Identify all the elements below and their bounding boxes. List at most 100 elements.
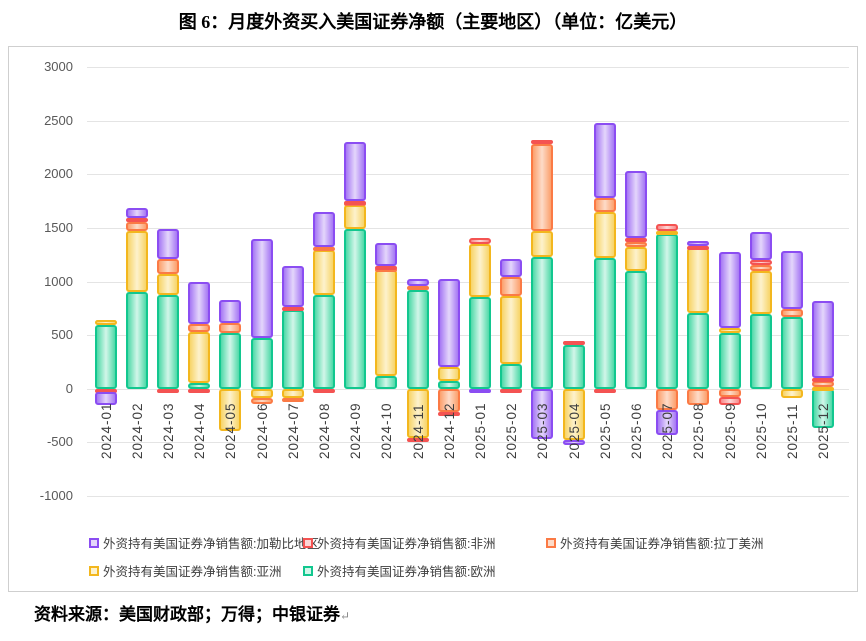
gridline xyxy=(87,496,849,497)
bar-segment xyxy=(188,281,211,324)
bar-segment xyxy=(375,243,398,267)
y-axis-tick-label: 0 xyxy=(65,380,73,396)
bar-segment xyxy=(500,388,523,393)
bar-segment xyxy=(94,325,117,389)
y-axis-tick-label: -500 xyxy=(46,434,73,450)
bar-segment xyxy=(94,388,117,393)
y-axis-tick-label: 1500 xyxy=(44,219,73,235)
bar-segment xyxy=(812,378,835,383)
bar-segment xyxy=(656,388,679,411)
bar-segment xyxy=(281,265,304,308)
bar-segment xyxy=(656,410,679,435)
bar-segment xyxy=(188,383,211,389)
bar-segment xyxy=(531,144,554,232)
x-axis-tick-label: 2024-09 xyxy=(348,402,364,459)
bar-segment xyxy=(656,230,679,235)
bar-segment xyxy=(125,230,148,293)
bar-segment xyxy=(157,273,179,296)
y-axis-tick-label: 500 xyxy=(51,327,73,343)
bar-segment xyxy=(94,391,117,405)
x-axis-tick-label: 2025-10 xyxy=(753,402,769,459)
bar-segment xyxy=(718,252,741,329)
bar-segment xyxy=(469,244,491,297)
bar-segment xyxy=(656,233,679,389)
bar-segment xyxy=(437,278,460,368)
gridline xyxy=(87,281,849,283)
bar-segment xyxy=(687,241,710,247)
bar-segment xyxy=(313,295,335,389)
x-axis-tick-label: 2025-04 xyxy=(566,402,582,459)
legend-item: 外资持有美国证券净销售额:亚洲 xyxy=(89,561,281,580)
bar-segment xyxy=(531,231,554,257)
bar-segment xyxy=(125,221,148,231)
x-axis-tick-label: 2024-07 xyxy=(285,402,301,459)
bar-segment xyxy=(219,388,242,431)
bar-segment xyxy=(687,246,710,251)
x-axis-tick-label: 2025-03 xyxy=(535,402,551,459)
y-axis-tick-label: 1000 xyxy=(44,273,73,289)
bar-segment xyxy=(593,197,616,212)
bar-segment xyxy=(250,388,273,398)
bar-segment xyxy=(344,205,367,229)
bar-segment xyxy=(406,279,429,287)
legend-swatch-icon xyxy=(303,565,313,576)
bar-segment xyxy=(250,238,273,339)
bar-segment xyxy=(250,397,273,405)
bar-segment xyxy=(718,396,741,405)
bar-segment xyxy=(125,208,148,218)
x-axis-tick-label: 2025-02 xyxy=(504,402,520,459)
bar-segment xyxy=(656,224,679,231)
legend-swatch-icon xyxy=(303,537,313,548)
bar-segment xyxy=(593,388,616,393)
x-axis-tick-label: 2025-07 xyxy=(660,402,676,459)
gridline xyxy=(87,120,849,122)
bar-segment xyxy=(281,398,304,403)
bar-segment xyxy=(593,122,616,198)
legend-swatch-icon xyxy=(89,565,99,576)
bar-segment xyxy=(157,228,179,259)
bar-segment xyxy=(437,411,460,416)
x-axis-tick-label: 2024-02 xyxy=(129,402,145,459)
legend-item: 外资持有美国证券净销售额:加勒比地区 xyxy=(89,533,319,552)
bar-segment xyxy=(375,270,398,376)
x-axis-tick-label: 2025-01 xyxy=(473,402,488,459)
x-axis-tick-label: 2025-12 xyxy=(816,402,832,459)
legend-label: 外资持有美国证券净销售额:亚洲 xyxy=(103,565,282,579)
bar-segment xyxy=(281,310,304,389)
bar-segment xyxy=(625,237,647,242)
bar-segment xyxy=(157,388,179,393)
bar-segment xyxy=(593,211,616,258)
source-note: 资料来源：美国财政部；万得；中银证券↵ xyxy=(34,600,350,625)
bar-segment xyxy=(749,313,772,389)
bar-segment xyxy=(313,388,335,393)
bar-segment xyxy=(625,171,647,238)
x-axis-tick-label: 2024-01 xyxy=(98,402,114,459)
x-axis-tick-label: 2025-08 xyxy=(691,402,707,459)
bar-segment xyxy=(437,388,460,412)
bar-segment xyxy=(500,295,523,364)
bar-segment xyxy=(781,316,803,389)
x-axis-tick-label: 2024-12 xyxy=(441,402,457,459)
bar-segment xyxy=(313,247,335,252)
bar-segment xyxy=(593,257,616,389)
bar-segment xyxy=(375,375,398,389)
bar-segment xyxy=(406,290,429,389)
bar-segment xyxy=(344,228,367,389)
bar-segment xyxy=(812,386,835,391)
bar-segment xyxy=(812,301,835,378)
bar-segment xyxy=(531,139,554,145)
gridline xyxy=(87,335,849,337)
bar-segment xyxy=(469,237,491,245)
bar-segment xyxy=(749,264,772,271)
legend-item: 外资持有美国证券净销售额:非洲 xyxy=(303,533,495,552)
bar-segment xyxy=(188,388,211,393)
bar-segment xyxy=(562,341,585,346)
x-axis-tick-label: 2025-09 xyxy=(722,402,738,459)
x-axis-tick-label: 2025-05 xyxy=(597,402,613,459)
bar-segment xyxy=(469,388,491,393)
bar-segment xyxy=(94,319,117,326)
source-text: 资料来源：美国财政部；万得；中银证券 xyxy=(34,605,340,624)
bar-segment xyxy=(344,200,367,205)
gridline xyxy=(87,388,849,390)
bar-segment xyxy=(781,250,803,310)
